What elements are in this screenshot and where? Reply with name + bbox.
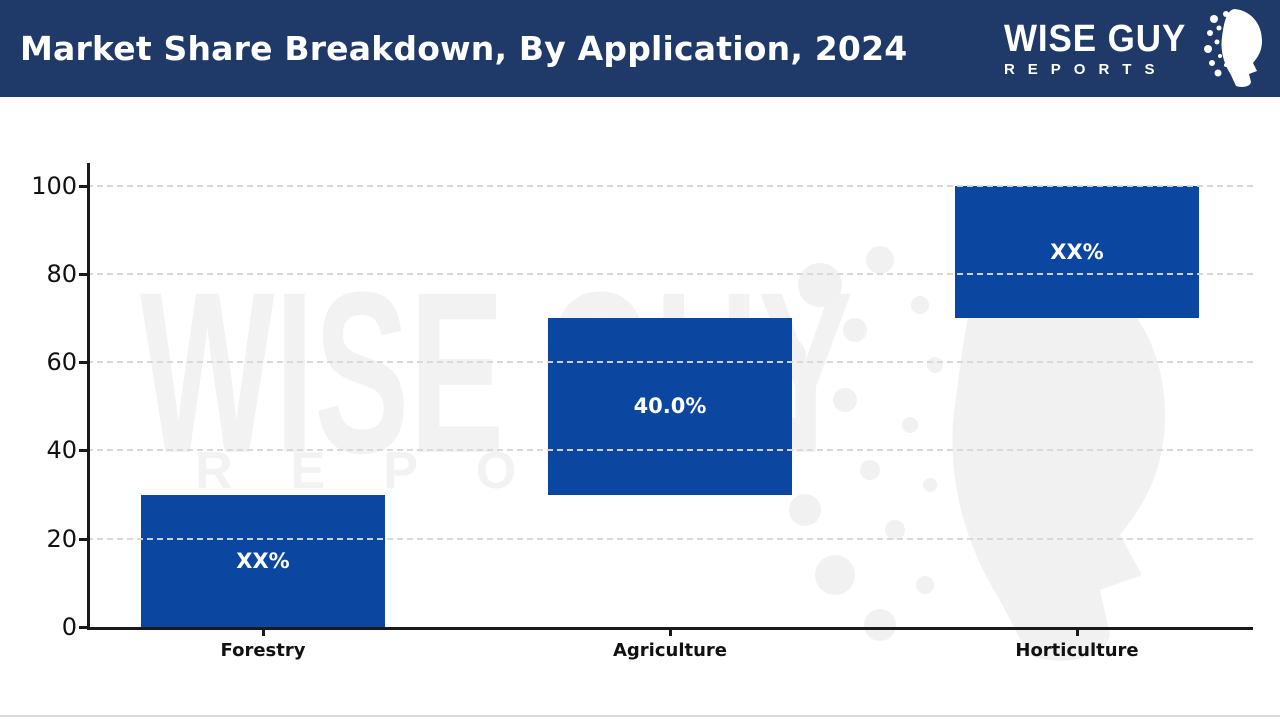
- y-axis-tick-0: [79, 626, 87, 629]
- x-axis-label-agriculture: Agriculture: [612, 640, 728, 661]
- y-axis-tick-label-20: 20: [46, 524, 77, 553]
- footer-divider: [0, 715, 1280, 717]
- y-axis-tick-label-60: 60: [46, 348, 77, 377]
- bar-value-label: XX%: [1050, 239, 1104, 264]
- y-axis-tick-60: [79, 361, 87, 365]
- y-axis-tick-label-40: 40: [46, 436, 77, 465]
- bar-horticulture: [955, 185, 1199, 319]
- x-axis-label-forestry: Forestry: [220, 640, 306, 661]
- gridline-80: [87, 272, 1253, 275]
- y-axis-tick-label-80: 80: [46, 259, 77, 288]
- y-axis-tick-80: [79, 272, 87, 276]
- bar-value-label: XX%: [236, 548, 290, 573]
- y-axis-tick-20: [79, 537, 87, 541]
- bar-forestry: [141, 494, 385, 627]
- gridline-60: [87, 361, 1253, 364]
- y-axis-tick-100: [79, 184, 87, 188]
- logo-brand-name: WISE GUY: [1003, 18, 1187, 60]
- wiseguy-logo: WISE GUY REPORTS: [1004, 7, 1266, 91]
- y-axis-tick-40: [79, 449, 87, 453]
- bar-value-label: 40.0%: [633, 394, 707, 419]
- x-axis-label-horticulture: Horticulture: [1015, 640, 1139, 661]
- y-axis-tick-label-100: 100: [31, 171, 77, 200]
- gridline-100: [87, 184, 1253, 187]
- page-title: Market Share Breakdown, By Application, …: [20, 29, 908, 68]
- bar-agriculture: [548, 318, 792, 495]
- x-axis-tick-forestry: [262, 627, 265, 636]
- y-axis-tick-label-0: 0: [61, 613, 77, 641]
- wiseguy-logo-text: WISE GUY REPORTS: [1004, 20, 1202, 77]
- x-axis-tick-horticulture: [1076, 627, 1079, 636]
- logo-brand-sub: REPORTS: [1003, 61, 1168, 78]
- y-axis-spine: [87, 163, 90, 630]
- x-axis-tick-agriculture: [669, 627, 672, 636]
- wiseguy-face-icon: [1204, 7, 1266, 91]
- gridline-20: [87, 537, 1253, 540]
- x-axis-spine: [87, 627, 1253, 630]
- gridline-40: [87, 449, 1253, 452]
- header-band: Market Share Breakdown, By Application, …: [0, 0, 1280, 97]
